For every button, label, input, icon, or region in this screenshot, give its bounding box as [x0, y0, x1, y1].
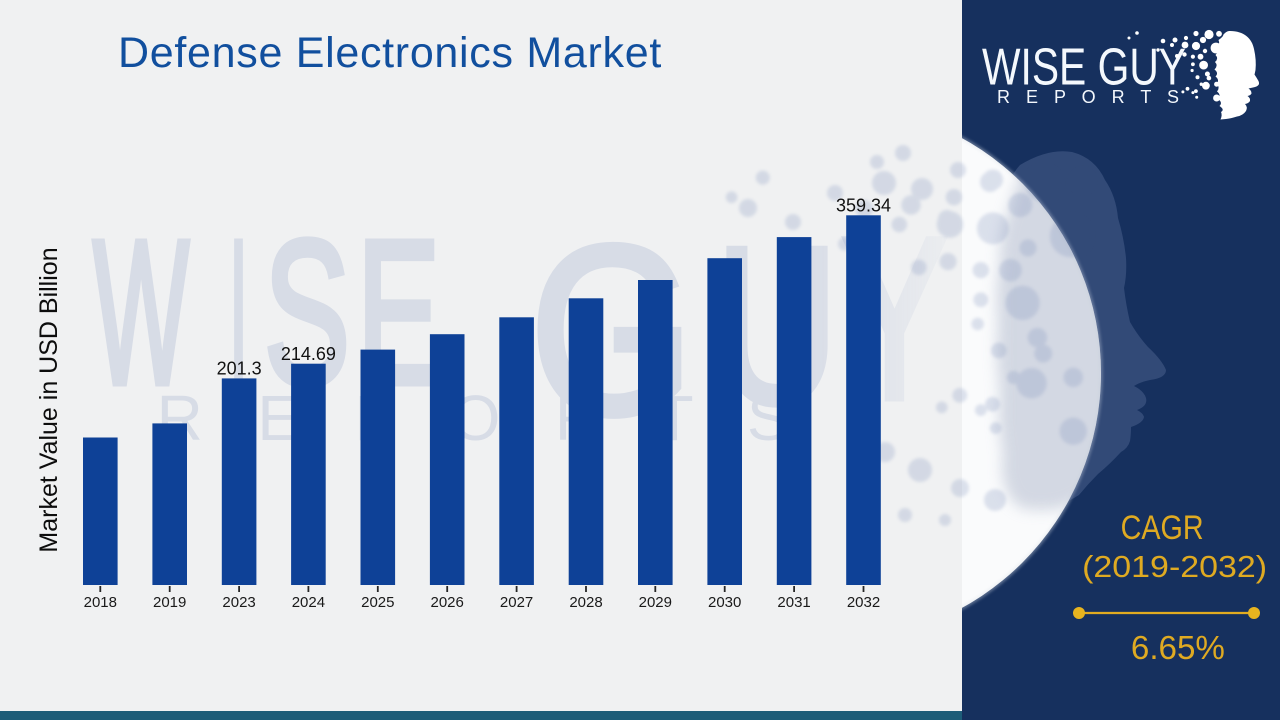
- svg-text:W: W: [93, 198, 189, 427]
- svg-text:Defense Electronics Market: Defense Electronics Market: [118, 29, 662, 77]
- svg-text:2025: 2025: [361, 594, 394, 611]
- svg-text:2018: 2018: [84, 594, 117, 611]
- svg-text:2027: 2027: [500, 594, 533, 611]
- svg-text:CAGR: CAGR: [1121, 509, 1204, 547]
- svg-text:R E P O R T S: R E P O R T S: [157, 382, 790, 454]
- svg-text:359.34: 359.34: [836, 196, 891, 216]
- svg-text:R E P O R T S: R E P O R T S: [997, 87, 1179, 107]
- svg-text:2030: 2030: [708, 594, 741, 611]
- svg-text:Market Value in USD Billion: Market Value in USD Billion: [35, 247, 63, 552]
- svg-text:2029: 2029: [639, 594, 672, 611]
- svg-text:(2019-2032): (2019-2032): [1082, 550, 1267, 584]
- svg-text:201.3: 201.3: [217, 359, 262, 379]
- svg-text:WISE GUY: WISE GUY: [982, 38, 1186, 96]
- svg-text:2028: 2028: [569, 594, 602, 611]
- svg-text:214.69: 214.69: [281, 344, 336, 364]
- svg-text:6.65%: 6.65%: [1131, 629, 1225, 666]
- svg-text:2024: 2024: [292, 594, 325, 611]
- svg-text:2019: 2019: [153, 594, 186, 611]
- svg-text:2031: 2031: [777, 594, 810, 611]
- svg-text:2023: 2023: [222, 594, 255, 611]
- svg-text:2026: 2026: [431, 594, 464, 611]
- svg-text:2032: 2032: [847, 594, 880, 611]
